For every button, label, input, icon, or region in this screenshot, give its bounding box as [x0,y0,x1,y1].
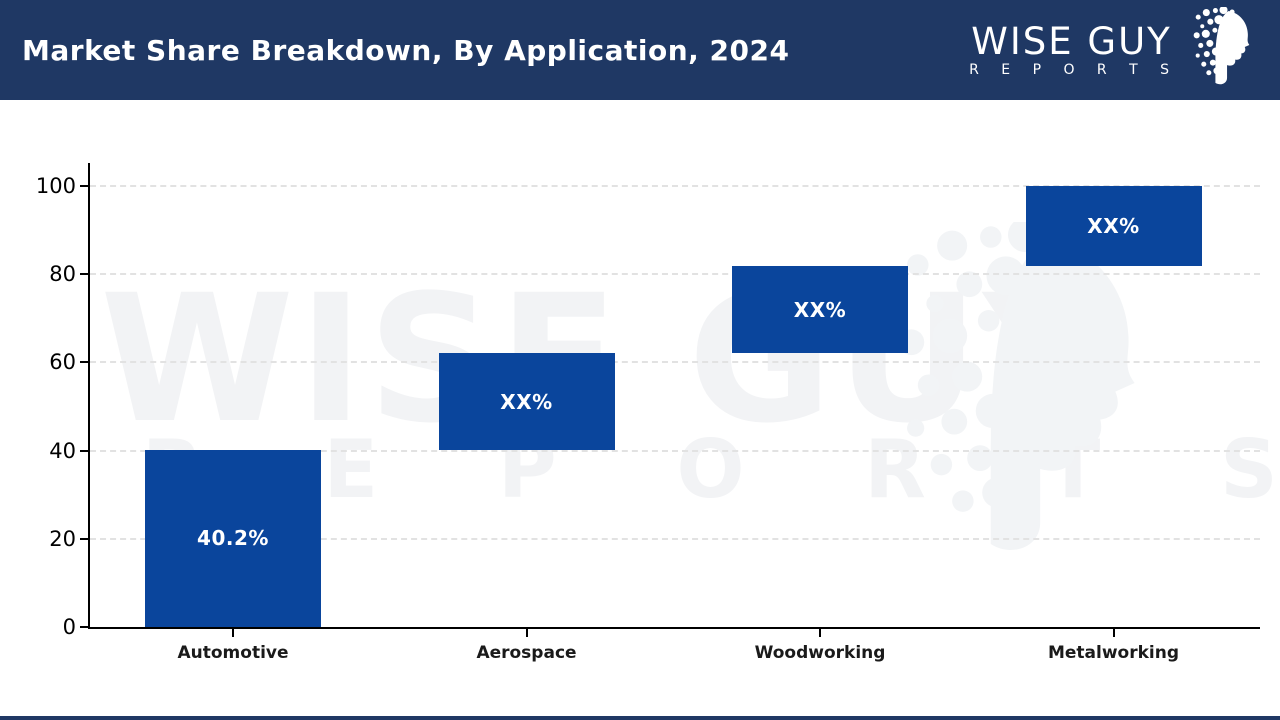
bar-automotive: 40.2% [145,449,321,627]
brand-logo-text: WISE GUY R E P O R T S [965,23,1178,77]
x-tick-mark-aerospace [525,629,528,637]
bar-aerospace: XX% [438,353,615,450]
bar-metalworking: XX% [1025,185,1202,267]
x-category-label-metalworking: Metalworking [1047,643,1180,663]
brand-logo-subtitle: R E P O R T S [969,62,1178,78]
brand-logo-name: WISE GUY [971,20,1172,63]
x-tick-mark-metalworking [1112,629,1115,637]
y-tick-label-40: 40 [49,438,76,463]
bar-value-label: 40.2% [197,526,269,551]
y-tick-mark-0 [80,626,88,628]
x-category-label-woodworking: Woodworking [754,643,886,663]
y-tick-label-60: 60 [49,350,76,375]
page-title: Market Share Breakdown, By Application, … [22,33,790,67]
header-bar: Market Share Breakdown, By Application, … [0,0,1280,100]
y-tick-mark-20 [80,537,88,540]
gridline-y-80 [90,273,1260,276]
bar-value-label: XX% [793,297,847,322]
x-category-label-automotive: Automotive [177,643,289,663]
y-tick-label-80: 80 [49,262,76,287]
y-tick-mark-40 [80,449,88,452]
gridline-y-40 [90,449,1260,452]
y-tick-label-0: 0 [62,615,76,639]
x-category-label-aerospace: Aerospace [476,643,577,663]
y-tick-label-20: 20 [49,526,76,551]
y-tick-label-100: 100 [35,173,76,198]
y-tick-mark-80 [80,273,88,276]
bar-woodworking: XX% [732,266,908,354]
bar-value-label: XX% [500,389,553,414]
gridline-y-20 [90,537,1260,540]
footer-accent-strip [0,716,1280,720]
y-tick-mark-100 [80,184,88,187]
bar-value-label: XX% [1087,213,1140,238]
brand-logo: WISE GUY R E P O R T S [965,7,1266,93]
x-tick-mark-automotive [232,629,234,637]
chart-plot-area: 0 20 40 60 80 100 40.2% XX% XX% XX% Automotive Aero… [36,163,1260,663]
wiseguy-face-icon [1193,7,1250,85]
gridline-y-60 [90,361,1260,364]
gridline-y-100 [90,184,1260,187]
y-tick-mark-60 [80,361,88,364]
x-tick-mark-woodworking [819,629,821,637]
